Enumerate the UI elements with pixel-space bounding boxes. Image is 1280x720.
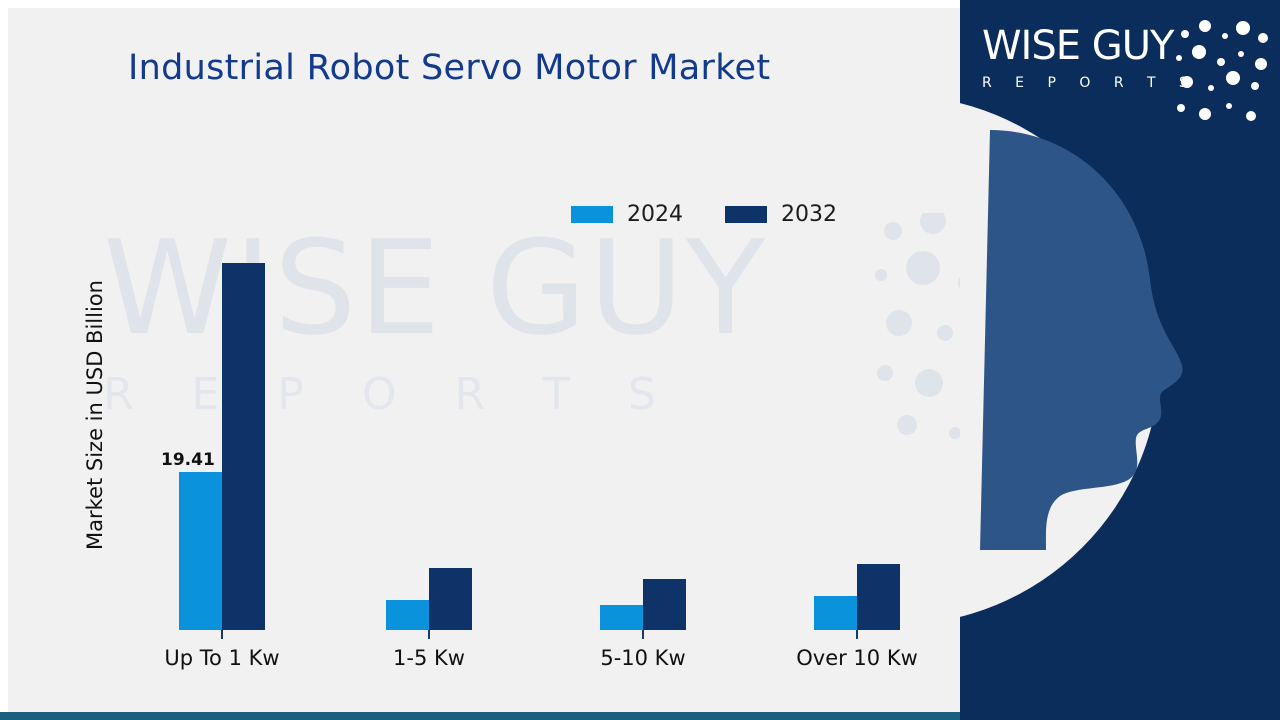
footer-strip xyxy=(0,712,960,720)
legend-label-2032: 2032 xyxy=(781,202,837,227)
legend-item-2024[interactable]: 2024 xyxy=(571,202,683,227)
x-axis-label-up-to-1-kw: Up To 1 Kw xyxy=(164,646,280,670)
legend-label-2024: 2024 xyxy=(627,202,683,227)
x-axis-label-5-10-kw: 5-10 Kw xyxy=(600,646,686,670)
x-axis-tick xyxy=(856,630,858,639)
bar-value-label: 19.41 xyxy=(161,449,215,470)
x-axis-tick xyxy=(221,630,223,639)
bar-2032-over-10-kw[interactable] xyxy=(857,563,900,630)
bar-2032-up-to-1-kw[interactable] xyxy=(222,263,265,630)
brand-panel: WISE GUY R E P O R T S xyxy=(960,0,1280,720)
logo-tagline: R E P O R T S xyxy=(982,75,1198,91)
x-axis-tick xyxy=(642,630,644,639)
bar-2024-1-5-kw[interactable] xyxy=(386,599,429,630)
bar-2024-up-to-1-kw[interactable] xyxy=(179,471,222,630)
bar-2024-5-10-kw[interactable] xyxy=(600,604,643,630)
legend-item-2032[interactable]: 2032 xyxy=(725,202,837,227)
bar-2032-5-10-kw[interactable] xyxy=(643,579,686,630)
plot-area: 19.41 Up To 1 Kw 1-5 Kw 5-10 Kw Over 10 Kw xyxy=(8,8,960,712)
x-axis-label-1-5-kw: 1-5 Kw xyxy=(393,646,465,670)
chart-legend: 2024 2032 xyxy=(571,202,837,227)
legend-swatch-2032 xyxy=(725,206,767,223)
x-axis-label-over-10-kw: Over 10 Kw xyxy=(796,646,918,670)
bar-2032-1-5-kw[interactable] xyxy=(429,568,472,630)
logo-dots-icon xyxy=(1176,20,1268,121)
chart-panel: WISE GUY R E P O R T S Industrial Rob xyxy=(8,8,960,712)
logo-wordmark: WISE GUY xyxy=(982,23,1174,69)
legend-swatch-2024 xyxy=(571,206,613,223)
page-title: Industrial Robot Servo Motor Market xyxy=(128,48,771,88)
head-profile-icon xyxy=(980,130,1183,550)
bar-2024-over-10-kw[interactable] xyxy=(814,595,857,630)
brand-logo: WISE GUY R E P O R T S xyxy=(982,20,1268,126)
x-axis-tick xyxy=(428,630,430,639)
